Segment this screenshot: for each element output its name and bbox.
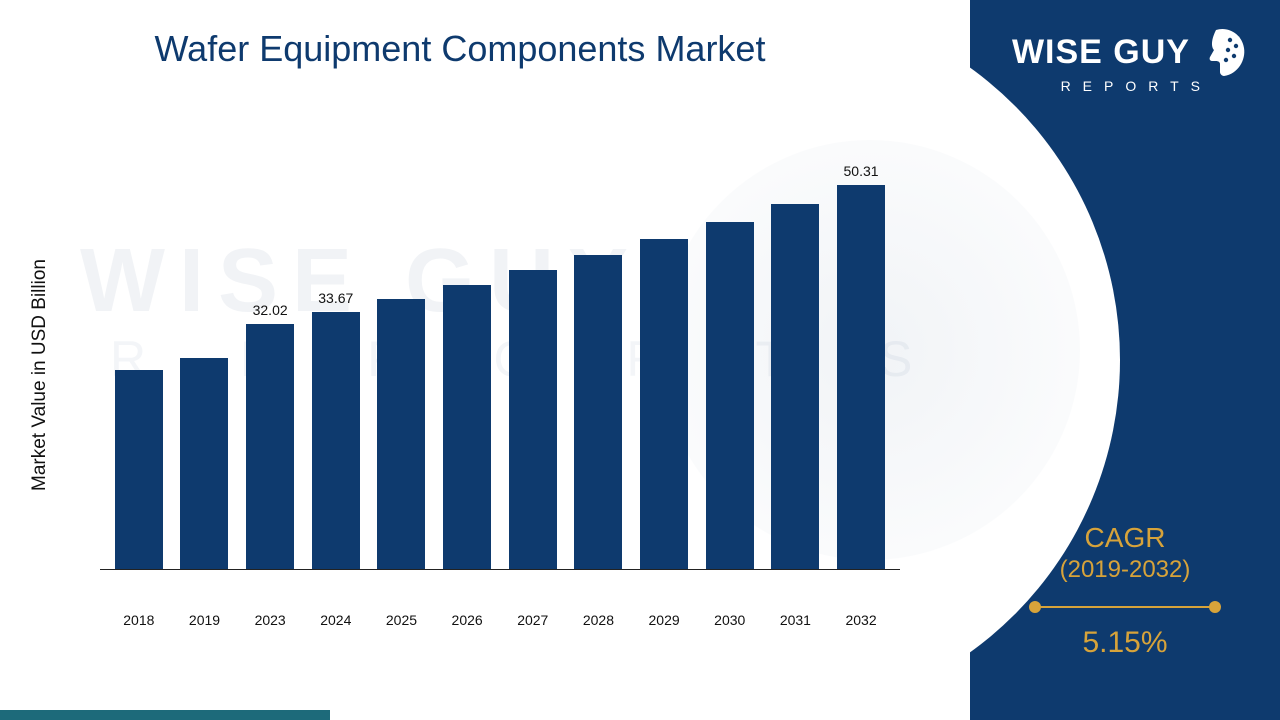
bar-group [174,336,234,569]
bar-group: 33.67 [306,290,366,569]
x-ticks: 2018 2019 2023 2024 2025 2026 2027 2028 2029 2030… [100,612,900,628]
logo-main-row: WISE GUY [1012,24,1252,80]
cagr-period: (2019-2032) [1010,556,1240,584]
x-tick-label: 2031 [765,612,825,628]
bar [509,270,557,569]
chart-title: Wafer Equipment Components Market [60,28,860,70]
logo-main-text: WISE GUY [1012,33,1190,72]
cagr-block: CAGR (2019-2032) 5.15% [1010,522,1240,660]
bar [180,358,228,569]
logo-sub-text: REPORTS [1012,78,1252,94]
bar [443,285,491,569]
cagr-divider [1035,606,1215,608]
x-tick-label: 2029 [634,612,694,628]
bar [771,204,819,569]
bar-group [437,263,497,569]
bar-value-label: 33.67 [318,290,353,308]
bar-chart: Market Value in USD Billion 32.0233.6750… [70,150,900,600]
bar-group [109,348,169,569]
x-tick-label: 2028 [568,612,628,628]
bars-container: 32.02 33.67 50.31 [100,150,900,569]
bottom-accent-bar [0,710,330,720]
bar [377,299,425,569]
cagr-value: 5.15% [1010,626,1240,660]
bar [246,324,294,569]
x-tick-label: 2027 [503,612,563,628]
x-tick-label: 2026 [437,612,497,628]
bar [574,255,622,569]
x-tick-label: 2018 [109,612,169,628]
plot-area: 32.02 33.67 50.31 [100,150,900,570]
bar-group [765,182,825,569]
bar [640,239,688,569]
cagr-title: CAGR [1010,522,1240,554]
head-icon [1196,24,1252,80]
bar-group [700,200,760,569]
bar [312,312,360,569]
y-axis-label: Market Value in USD Billion [29,259,51,491]
bar [837,185,885,569]
x-tick-label: 2024 [306,612,366,628]
x-tick-label: 2023 [240,612,300,628]
x-tick-label: 2019 [174,612,234,628]
bar [115,370,163,569]
bar [706,222,754,569]
x-tick-label: 2025 [371,612,431,628]
bar-group: 32.02 [240,302,300,569]
bar-group [568,233,628,569]
bar-group [503,248,563,569]
page-root: WISE GUY R E P O R T S Wafer Equipment C… [0,0,1280,720]
brand-logo: WISE GUY REPORTS [1012,24,1252,94]
bar-group [634,217,694,569]
bar-value-label: 50.31 [844,163,879,181]
bar-group [371,277,431,569]
bar-value-label: 32.02 [253,302,288,320]
x-tick-label: 2030 [700,612,760,628]
x-tick-label: 2032 [831,612,891,628]
bar-group: 50.31 [831,163,891,569]
